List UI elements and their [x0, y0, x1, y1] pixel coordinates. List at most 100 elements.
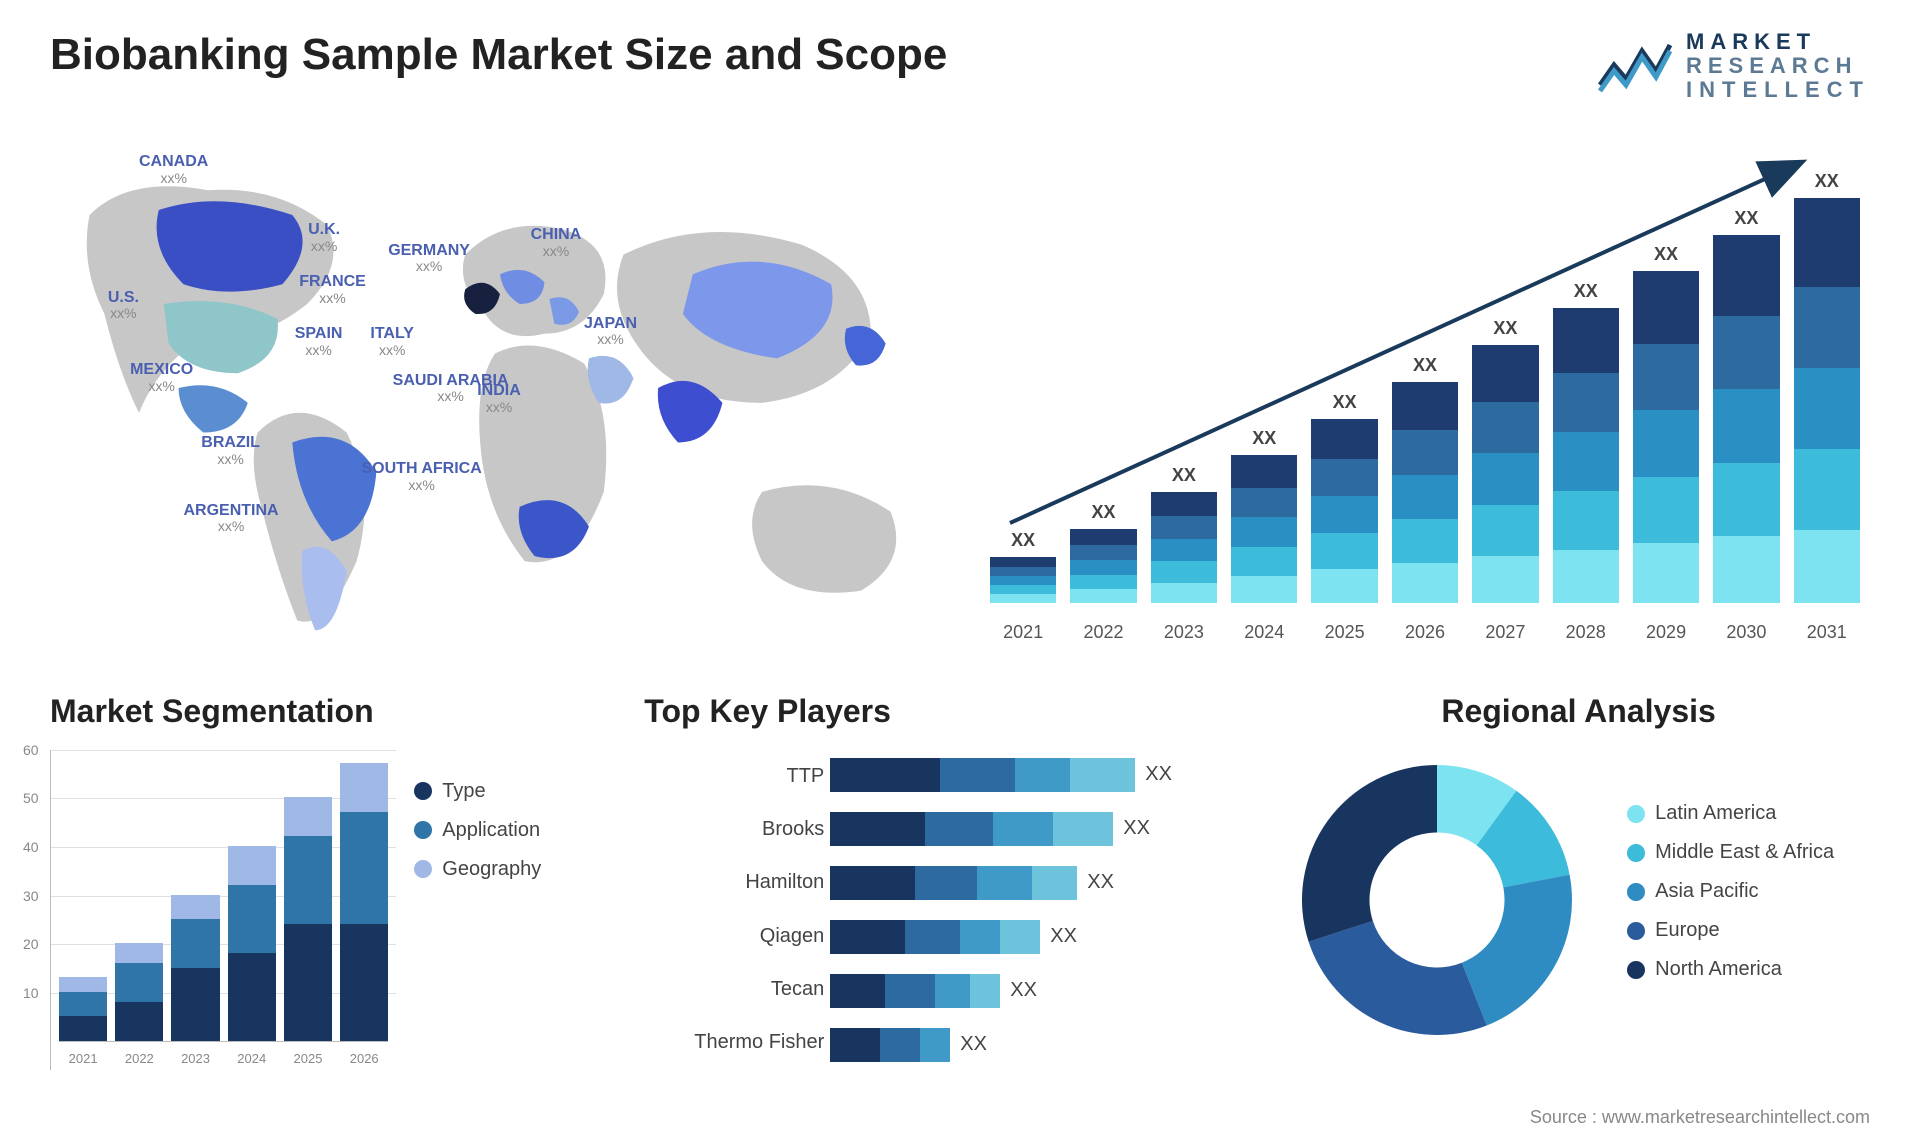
top-section: CANADAxx%U.S.xx%MEXICOxx%BRAZILxx%ARGENT… [50, 133, 1870, 653]
x-tick: 2024 [228, 1051, 276, 1066]
y-tick: 20 [23, 936, 39, 952]
player-value: XX [1010, 979, 1037, 1002]
bar-col: XX [1472, 318, 1538, 603]
map-label: ITALYxx% [370, 325, 414, 358]
legend-item: Middle East & Africa [1627, 841, 1857, 864]
x-tick: 2023 [171, 1051, 219, 1066]
legend-item: Type [414, 780, 584, 803]
player-value: XX [960, 1033, 987, 1056]
y-tick: 60 [23, 742, 39, 758]
map-label: INDIAxx% [477, 382, 521, 415]
x-tick: 2028 [1553, 622, 1619, 643]
x-tick: 2023 [1151, 622, 1217, 643]
legend-item: Application [414, 819, 584, 842]
segmentation-legend: Type Application Geography [414, 750, 584, 1070]
legend-item: Latin America [1627, 802, 1857, 825]
y-tick: 10 [23, 985, 39, 1001]
map-label: CHINAxx% [531, 226, 582, 259]
donut-slice [1309, 920, 1487, 1034]
player-bar-row: XX [830, 974, 1227, 1008]
x-tick: 2027 [1472, 622, 1538, 643]
x-tick: 2022 [1070, 622, 1136, 643]
header: Biobanking Sample Market Size and Scope … [50, 30, 1870, 103]
players-title: Top Key Players [644, 693, 1227, 730]
x-tick: 2025 [284, 1051, 332, 1066]
map-label: FRANCExx% [299, 273, 366, 306]
player-value: XX [1087, 871, 1114, 894]
player-value: XX [1050, 925, 1077, 948]
bar-top-label: XX [1252, 428, 1276, 449]
segmentation-title: Market Segmentation [50, 693, 584, 730]
x-tick: 2022 [115, 1051, 163, 1066]
x-tick: 2021 [990, 622, 1056, 643]
player-label: Tecan [644, 978, 824, 1001]
bar-top-label: XX [1493, 318, 1517, 339]
map-label: U.K.xx% [308, 221, 340, 254]
logo-icon [1596, 37, 1674, 95]
x-tick: 2026 [340, 1051, 388, 1066]
bottom-section: Market Segmentation 10203040506020212022… [50, 693, 1870, 1070]
bar-top-label: XX [1734, 208, 1758, 229]
map-label: SOUTH AFRICAxx% [362, 460, 482, 493]
legend-item: North America [1627, 958, 1857, 981]
bar-top-label: XX [1654, 244, 1678, 265]
seg-bar [284, 797, 332, 1040]
map-label: GERMANYxx% [388, 242, 470, 275]
legend-item: Geography [414, 858, 584, 881]
bar-col: XX [1231, 428, 1297, 602]
bar-col: XX [1794, 171, 1860, 603]
logo-line3: INTELLECT [1686, 78, 1870, 102]
regional-chart: Latin America Middle East & Africa Asia Pa… [1287, 750, 1870, 1050]
regional-title: Regional Analysis [1287, 693, 1870, 730]
legend-item: Asia Pacific [1627, 880, 1857, 903]
map-label: SPAINxx% [295, 325, 343, 358]
bar-top-label: XX [1333, 392, 1357, 413]
bar-col: XX [1070, 502, 1136, 603]
x-tick: 2025 [1311, 622, 1377, 643]
players-chart: TTPBrooksHamiltonQiagenTecanThermo Fishe… [644, 750, 1227, 1070]
player-value: XX [1145, 763, 1172, 786]
logo-line1: MARKET [1686, 30, 1870, 54]
bar-col: XX [1392, 355, 1458, 603]
players-panel: Top Key Players TTPBrooksHamiltonQiagenT… [644, 693, 1227, 1070]
player-label: Qiagen [644, 925, 824, 948]
seg-bar [171, 895, 219, 1041]
x-tick: 2029 [1633, 622, 1699, 643]
map-label: MEXICOxx% [130, 361, 193, 394]
player-label: Thermo Fisher [644, 1031, 824, 1054]
segmentation-panel: Market Segmentation 10203040506020212022… [50, 693, 584, 1070]
regional-legend: Latin America Middle East & Africa Asia Pa… [1627, 802, 1857, 997]
bar-col: XX [990, 530, 1056, 603]
donut-icon [1287, 750, 1587, 1050]
bar-top-label: XX [1172, 465, 1196, 486]
x-tick: 2026 [1392, 622, 1458, 643]
seg-bar [340, 763, 388, 1040]
x-tick: 2030 [1713, 622, 1779, 643]
logo-text: MARKET RESEARCH INTELLECT [1686, 30, 1870, 103]
market-size-chart: XX XX XX XX XX XX XX XX XX XX XX 2021 2022 2023 2024 2… [980, 133, 1870, 653]
source-text: Source : www.marketresearchintellect.com [1530, 1107, 1870, 1128]
player-bar-row: XX [830, 812, 1227, 846]
map-label: BRAZILxx% [201, 434, 260, 467]
bar-col: XX [1633, 244, 1699, 602]
x-tick: 2031 [1794, 622, 1860, 643]
world-map: CANADAxx%U.S.xx%MEXICOxx%BRAZILxx%ARGENT… [50, 133, 940, 653]
logo-line2: RESEARCH [1686, 54, 1870, 78]
player-bar-row: XX [830, 920, 1227, 954]
y-tick: 30 [23, 888, 39, 904]
map-label: ARGENTINAxx% [184, 502, 279, 535]
bar-col: XX [1553, 281, 1619, 602]
donut-slice [1462, 874, 1572, 1025]
x-tick: 2024 [1231, 622, 1297, 643]
player-label: TTP [644, 765, 824, 788]
player-bar-row: XX [830, 866, 1227, 900]
regional-panel: Regional Analysis Latin America Middle Ea… [1287, 693, 1870, 1070]
bar-top-label: XX [1815, 171, 1839, 192]
page-title: Biobanking Sample Market Size and Scope [50, 30, 947, 80]
seg-bar [115, 943, 163, 1040]
bar-top-label: XX [1011, 530, 1035, 551]
map-label: U.S.xx% [108, 289, 139, 322]
y-tick: 40 [23, 839, 39, 855]
bar-top-label: XX [1413, 355, 1437, 376]
player-bar-row: XX [830, 758, 1227, 792]
